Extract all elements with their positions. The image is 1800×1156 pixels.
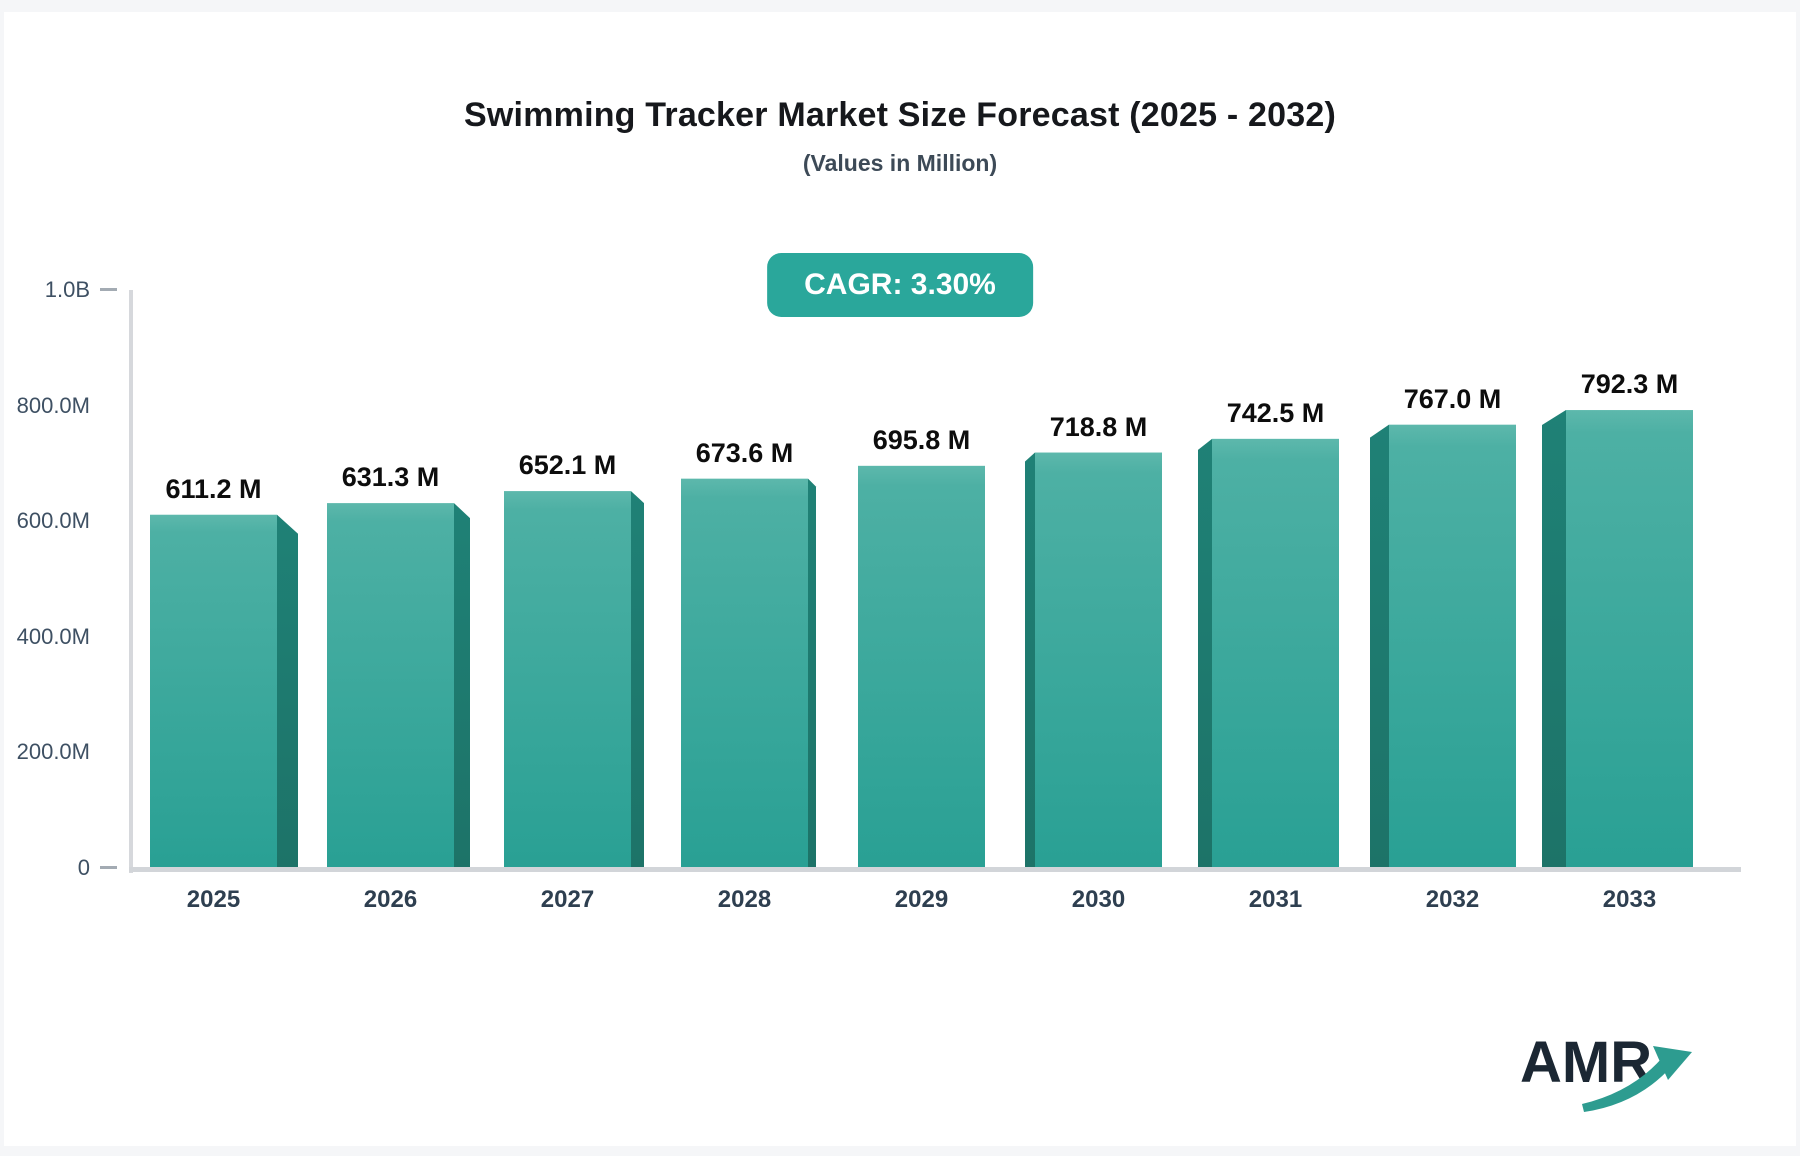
x-axis-label: 2030 xyxy=(1071,886,1126,913)
bar-side xyxy=(1542,410,1566,868)
y-axis-line xyxy=(129,290,133,873)
y-axis-tick-label: 0 xyxy=(77,855,90,880)
bar-face xyxy=(1389,424,1516,868)
x-axis-label: 2026 xyxy=(363,886,418,913)
chart-title: Swimming Tracker Market Size Forecast (2… xyxy=(464,96,1336,134)
x-axis-label: 2029 xyxy=(894,886,949,913)
y-axis-tick-label: 800.0M xyxy=(16,392,90,418)
amr-logo-arrowhead-icon xyxy=(1653,1046,1692,1080)
y-axis-tick-label: 200.0M xyxy=(16,739,90,765)
bar-face xyxy=(1035,452,1162,868)
bar-value-label: 695.8 M xyxy=(872,424,971,455)
y-axis-tick-dash xyxy=(100,288,117,291)
bar-side xyxy=(277,514,298,868)
x-axis-label: 2028 xyxy=(717,886,772,913)
bar-value-label: 792.3 M xyxy=(1580,369,1679,400)
bar-value-label: 631.3 M xyxy=(341,462,440,493)
bar-side xyxy=(1198,438,1212,868)
y-axis-tick-label: 400.0M xyxy=(16,623,90,649)
bar-face xyxy=(150,514,277,868)
amr-logo: AMR xyxy=(1520,1030,1692,1112)
amr-logo-arrow-icon xyxy=(1582,1058,1672,1112)
x-axis-label: 2027 xyxy=(540,886,595,913)
bar-face xyxy=(504,491,631,868)
bar-chart: 1.0B 800.0M 600.0M 400.0M 200.0M 0 611.2 M 2025… xyxy=(4,12,1796,1146)
bar-side xyxy=(454,503,470,868)
bar-chart-canvas xyxy=(100,288,1741,873)
x-axis-label: 2033 xyxy=(1602,886,1657,913)
bar-side xyxy=(1370,424,1389,868)
bar-face xyxy=(681,478,808,868)
bar-face xyxy=(1566,410,1693,868)
cagr-badge: CAGR: 3.30% xyxy=(767,253,1033,317)
bar-face xyxy=(327,503,454,868)
y-axis-tick-label: 600.0M xyxy=(16,508,90,534)
chart-card: Swimming Tracker Market Size Forecast (2… xyxy=(4,12,1796,1146)
bar-value-label: 611.2 M xyxy=(165,473,262,504)
bar-side xyxy=(631,491,644,868)
bar-face xyxy=(858,465,985,868)
amr-logo-text: AMR xyxy=(1520,1030,1652,1095)
x-axis-line xyxy=(129,867,1741,872)
bar-value-label: 718.8 M xyxy=(1049,411,1148,442)
bar-face xyxy=(1212,438,1339,868)
bar-value-label: 673.6 M xyxy=(695,437,794,468)
x-axis-label: 2025 xyxy=(186,886,241,913)
x-axis-label: 2032 xyxy=(1425,886,1480,913)
bar-side xyxy=(1025,452,1035,868)
bar-value-label: 767.0 M xyxy=(1403,383,1502,414)
y-axis-tick-dash xyxy=(100,866,117,869)
bar-value-label: 652.1 M xyxy=(518,450,617,481)
bar-side xyxy=(808,478,816,868)
x-axis-label: 2031 xyxy=(1248,886,1303,913)
bar-value-label: 742.5 M xyxy=(1226,397,1325,428)
chart-subtitle: (Values in Million) xyxy=(802,150,998,176)
y-axis-tick-label: 1.0B xyxy=(44,277,90,302)
